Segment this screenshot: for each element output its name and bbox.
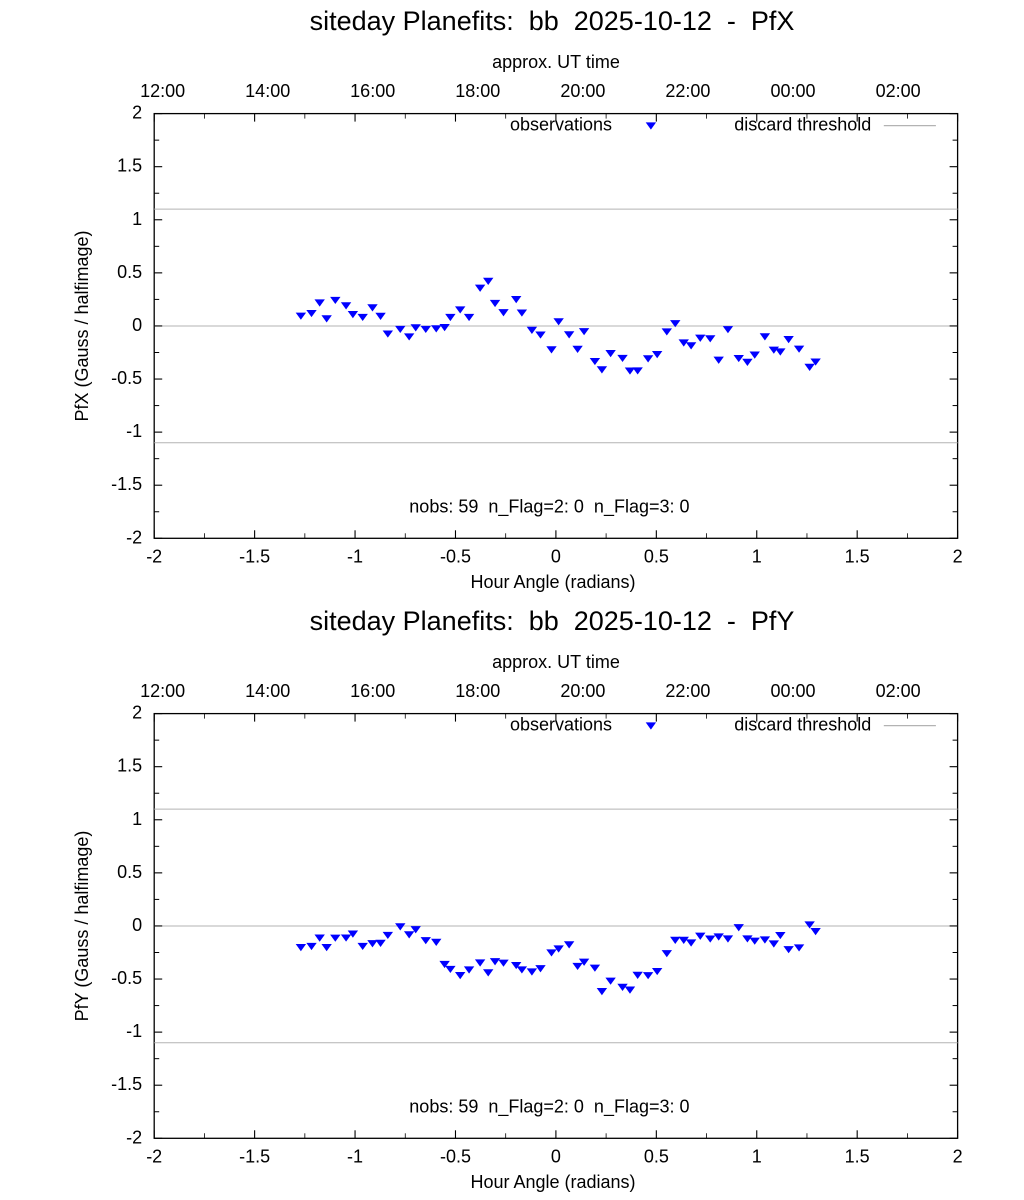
svg-text:1.5: 1.5 <box>117 756 142 776</box>
svg-text:1: 1 <box>132 809 142 829</box>
svg-text:approx. UT time: approx. UT time <box>492 652 620 672</box>
svg-text:22:00: 22:00 <box>665 81 710 101</box>
svg-text:1: 1 <box>132 209 142 229</box>
svg-text:18:00: 18:00 <box>455 81 500 101</box>
svg-text:0: 0 <box>132 915 142 935</box>
svg-text:0.5: 0.5 <box>644 1146 669 1166</box>
svg-text:00:00: 00:00 <box>770 81 815 101</box>
svg-text:observations: observations <box>510 115 612 135</box>
svg-text:PfY (Gauss / halfimage): PfY (Gauss / halfimage) <box>72 831 92 1022</box>
svg-text:0.5: 0.5 <box>117 862 142 882</box>
svg-text:12:00: 12:00 <box>140 81 185 101</box>
svg-text:-0.5: -0.5 <box>440 1146 471 1166</box>
svg-text:-1: -1 <box>126 1021 142 1041</box>
svg-text:-1.5: -1.5 <box>239 546 270 566</box>
svg-text:12:00: 12:00 <box>140 681 185 701</box>
svg-text:-1: -1 <box>126 421 142 441</box>
svg-text:-2: -2 <box>146 546 162 566</box>
svg-text:2: 2 <box>953 546 963 566</box>
svg-text:observations: observations <box>510 715 612 735</box>
svg-text:1.5: 1.5 <box>845 1146 870 1166</box>
svg-text:approx. UT time: approx. UT time <box>492 52 620 72</box>
svg-text:14:00: 14:00 <box>245 81 290 101</box>
svg-text:2: 2 <box>132 703 142 723</box>
svg-text:0: 0 <box>551 1146 561 1166</box>
svg-text:nobs: 59 n_Flag=2: 0 n_Flag=: nobs: 59 n_Flag=2: 0 n_Flag=3: 0 <box>409 1096 689 1117</box>
svg-text:0: 0 <box>551 546 561 566</box>
svg-text:-1.5: -1.5 <box>111 474 142 494</box>
svg-text:0: 0 <box>132 315 142 335</box>
svg-text:0.5: 0.5 <box>644 546 669 566</box>
svg-text:0.5: 0.5 <box>117 262 142 282</box>
svg-text:siteday Planefits: bb 2025-1: siteday Planefits: bb 2025-10-12 - PfX <box>310 6 795 36</box>
svg-text:-2: -2 <box>146 1146 162 1166</box>
svg-text:-1.5: -1.5 <box>239 1146 270 1166</box>
svg-text:nobs: 59 n_Flag=2: 0 n_Flag=: nobs: 59 n_Flag=2: 0 n_Flag=3: 0 <box>409 496 689 517</box>
svg-text:-1: -1 <box>347 1146 363 1166</box>
svg-text:20:00: 20:00 <box>560 81 605 101</box>
svg-text:1.5: 1.5 <box>845 546 870 566</box>
svg-text:1.5: 1.5 <box>117 156 142 176</box>
svg-text:-0.5: -0.5 <box>111 968 142 988</box>
svg-text:Hour Angle (radians): Hour Angle (radians) <box>470 1172 635 1192</box>
svg-text:discard threshold: discard threshold <box>734 715 871 735</box>
svg-text:02:00: 02:00 <box>876 81 921 101</box>
svg-text:PfX (Gauss / halfimage): PfX (Gauss / halfimage) <box>72 230 92 421</box>
svg-text:-1: -1 <box>347 546 363 566</box>
svg-text:22:00: 22:00 <box>665 681 710 701</box>
svg-text:-1.5: -1.5 <box>111 1074 142 1094</box>
svg-text:-0.5: -0.5 <box>440 546 471 566</box>
svg-text:-2: -2 <box>126 1127 142 1147</box>
svg-text:siteday Planefits: bb 2025-1: siteday Planefits: bb 2025-10-12 - PfY <box>310 606 795 636</box>
svg-text:discard threshold: discard threshold <box>734 115 871 135</box>
svg-text:02:00: 02:00 <box>876 681 921 701</box>
svg-text:1: 1 <box>752 1146 762 1166</box>
svg-text:-0.5: -0.5 <box>111 368 142 388</box>
svg-text:20:00: 20:00 <box>560 681 605 701</box>
svg-text:2: 2 <box>953 1146 963 1166</box>
svg-text:-2: -2 <box>126 527 142 547</box>
svg-text:2: 2 <box>132 103 142 123</box>
svg-text:14:00: 14:00 <box>245 681 290 701</box>
svg-text:16:00: 16:00 <box>350 681 395 701</box>
svg-text:Hour Angle (radians): Hour Angle (radians) <box>470 572 635 592</box>
svg-text:00:00: 00:00 <box>770 681 815 701</box>
svg-text:1: 1 <box>752 546 762 566</box>
svg-text:18:00: 18:00 <box>455 681 500 701</box>
svg-text:16:00: 16:00 <box>350 81 395 101</box>
